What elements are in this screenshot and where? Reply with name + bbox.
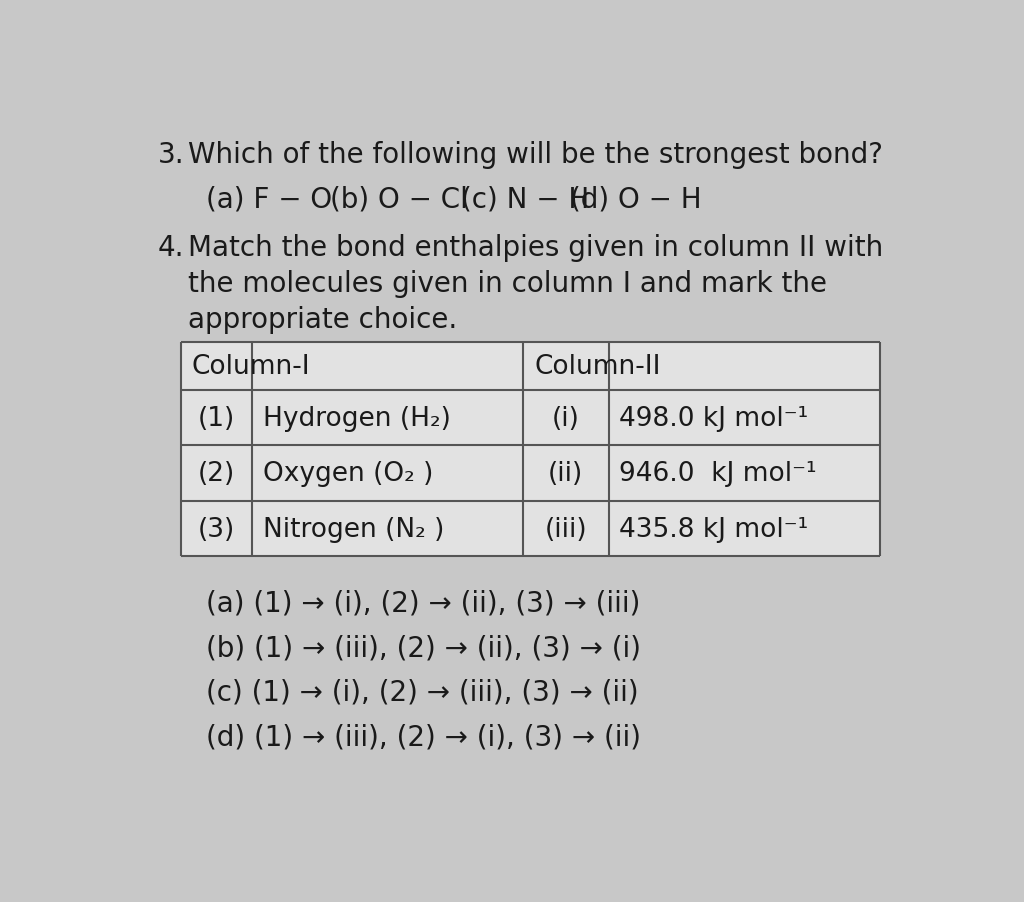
Text: (1): (1) xyxy=(198,405,234,431)
Text: Match the bond enthalpies given in column II with: Match the bond enthalpies given in colum… xyxy=(188,234,884,262)
Text: Which of the following will be the strongest bond?: Which of the following will be the stron… xyxy=(188,141,884,169)
Text: Column-II: Column-II xyxy=(535,354,660,380)
Text: (c) (1) → (i), (2) → (iii), (3) → (ii): (c) (1) → (i), (2) → (iii), (3) → (ii) xyxy=(206,678,638,706)
Text: (3): (3) xyxy=(198,516,234,542)
Text: 946.0  kJ mol⁻¹: 946.0 kJ mol⁻¹ xyxy=(620,461,817,486)
Text: (ii): (ii) xyxy=(548,461,584,486)
Text: (a) (1) → (i), (2) → (ii), (3) → (iii): (a) (1) → (i), (2) → (ii), (3) → (iii) xyxy=(206,589,640,617)
Text: (2): (2) xyxy=(198,461,234,486)
Text: 435.8 kJ mol⁻¹: 435.8 kJ mol⁻¹ xyxy=(620,516,809,542)
Text: the molecules given in column I and mark the: the molecules given in column I and mark… xyxy=(188,270,827,298)
Bar xyxy=(180,343,880,557)
Text: (b) (1) → (iii), (2) → (ii), (3) → (i): (b) (1) → (iii), (2) → (ii), (3) → (i) xyxy=(206,633,640,661)
Text: Nitrogen (N₂ ): Nitrogen (N₂ ) xyxy=(263,516,444,542)
Text: (i): (i) xyxy=(552,405,580,431)
Text: 4.: 4. xyxy=(158,234,184,262)
Text: (b) O − Cl: (b) O − Cl xyxy=(330,185,467,213)
Text: (a) F − O: (a) F − O xyxy=(206,185,332,213)
Text: appropriate choice.: appropriate choice. xyxy=(188,306,458,334)
Text: (c) N − H: (c) N − H xyxy=(461,185,590,213)
Text: 3.: 3. xyxy=(158,141,184,169)
Text: Hydrogen (H₂): Hydrogen (H₂) xyxy=(263,405,451,431)
Text: (iii): (iii) xyxy=(545,516,587,542)
Text: Column-I: Column-I xyxy=(191,354,310,380)
Text: 498.0 kJ mol⁻¹: 498.0 kJ mol⁻¹ xyxy=(620,405,809,431)
Text: (d) O − H: (d) O − H xyxy=(569,185,701,213)
Text: (d) (1) → (iii), (2) → (i), (3) → (ii): (d) (1) → (iii), (2) → (i), (3) → (ii) xyxy=(206,723,640,750)
Text: Oxygen (O₂ ): Oxygen (O₂ ) xyxy=(263,461,433,486)
